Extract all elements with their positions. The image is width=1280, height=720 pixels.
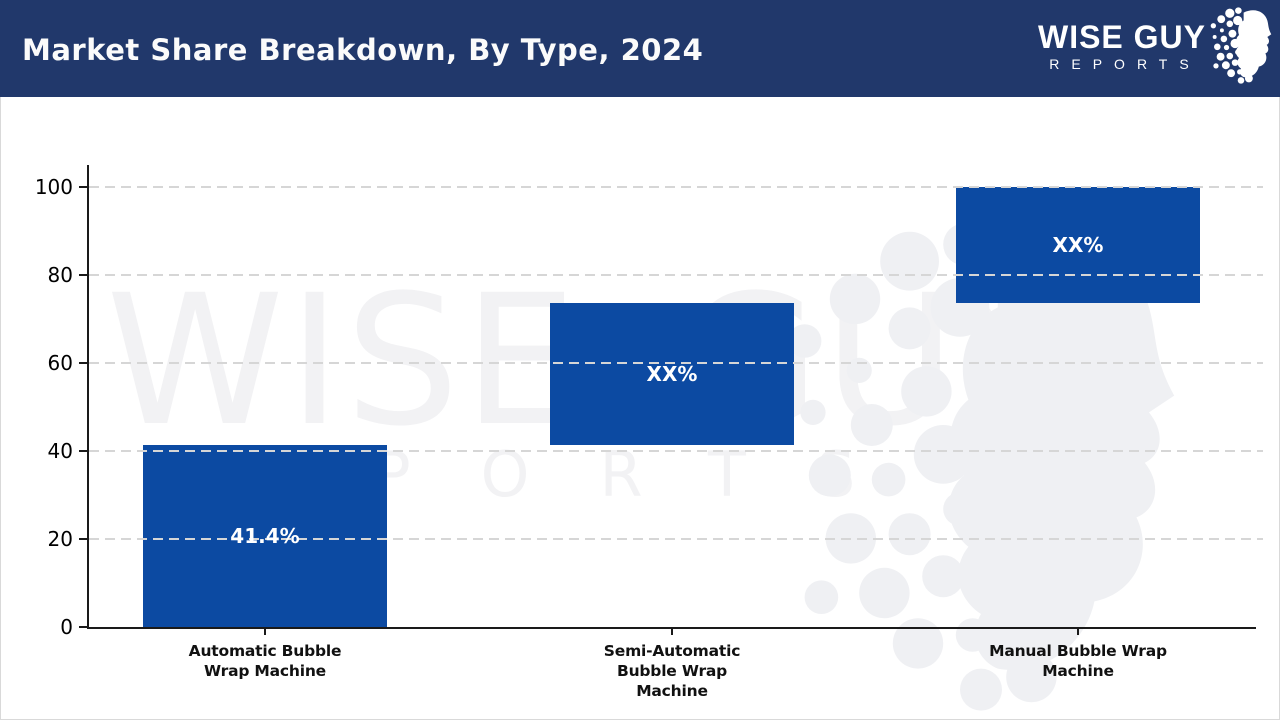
brand-name: WISE GUY (1037, 18, 1206, 55)
brand-subtitle: REPORTS (1049, 55, 1201, 72)
gridline-y-40 (89, 450, 1263, 452)
y-tick-40 (79, 450, 87, 452)
gridline-y-80 (89, 274, 1263, 276)
brand-logo: WISE GUY REPORTS (1038, 6, 1274, 85)
category-label-automatic-bubble-wrap-machine: Automatic Bubble Wrap Machine (188, 642, 342, 680)
y-tick-label-20: 20 (47, 527, 73, 551)
chart-canvas: WISE GUY REPORTS 41.4%XX%XX%020406080100… (0, 97, 1280, 720)
page-title: Market Share Breakdown, By Type, 2024 (22, 33, 704, 67)
category-label-semi-automatic-bubble-wrap-machine: Semi-Automatic Bubble Wrap Machine (603, 642, 741, 700)
gridline-y-100 (89, 186, 1263, 188)
x-tick-semi-automatic-bubble-wrap-machine (671, 627, 673, 635)
bar-semi-automatic-bubble-wrap-machine (550, 303, 794, 445)
y-tick-label-40: 40 (47, 439, 73, 463)
bar-value-label-semi-automatic-bubble-wrap-machine: XX% (646, 362, 698, 386)
y-tick-label-80: 80 (47, 263, 73, 287)
y-axis-line (87, 165, 89, 629)
y-tick-0 (79, 626, 87, 628)
y-tick-100 (79, 186, 87, 188)
gridline-y-20 (89, 538, 1263, 540)
dotted-face-icon (1208, 6, 1274, 85)
y-tick-20 (79, 538, 87, 540)
y-tick-label-100: 100 (34, 175, 73, 199)
x-tick-automatic-bubble-wrap-machine (264, 627, 266, 635)
bar-automatic-bubble-wrap-machine (143, 444, 387, 627)
bar-value-label-automatic-bubble-wrap-machine: 41.4% (230, 523, 300, 548)
gridline-y-60 (89, 362, 1263, 364)
category-label-manual-bubble-wrap-machine: Manual Bubble Wrap Machine (989, 642, 1167, 680)
y-tick-label-0: 0 (60, 615, 73, 639)
y-tick-label-60: 60 (47, 351, 73, 375)
y-tick-80 (79, 274, 87, 276)
y-tick-60 (79, 362, 87, 364)
x-axis-line (87, 627, 1256, 629)
bar-value-label-manual-bubble-wrap-machine: XX% (1052, 233, 1104, 258)
header-bar: Market Share Breakdown, By Type, 2024 WI… (0, 0, 1280, 97)
brand-logo-text: WISE GUY REPORTS (1038, 20, 1206, 72)
